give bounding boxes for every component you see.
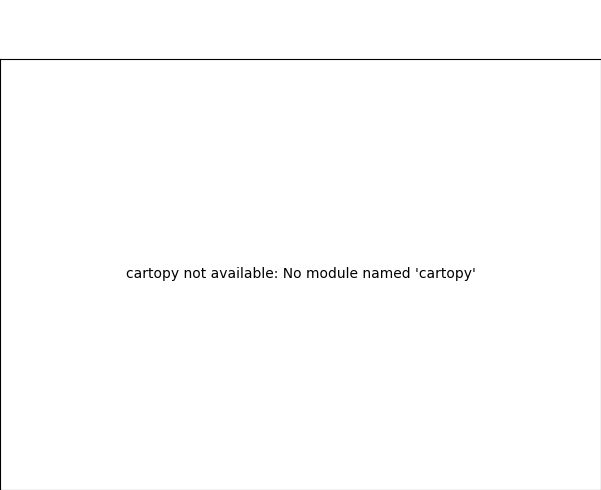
Text: cartopy not available: No module named 'cartopy': cartopy not available: No module named '… xyxy=(126,268,475,281)
